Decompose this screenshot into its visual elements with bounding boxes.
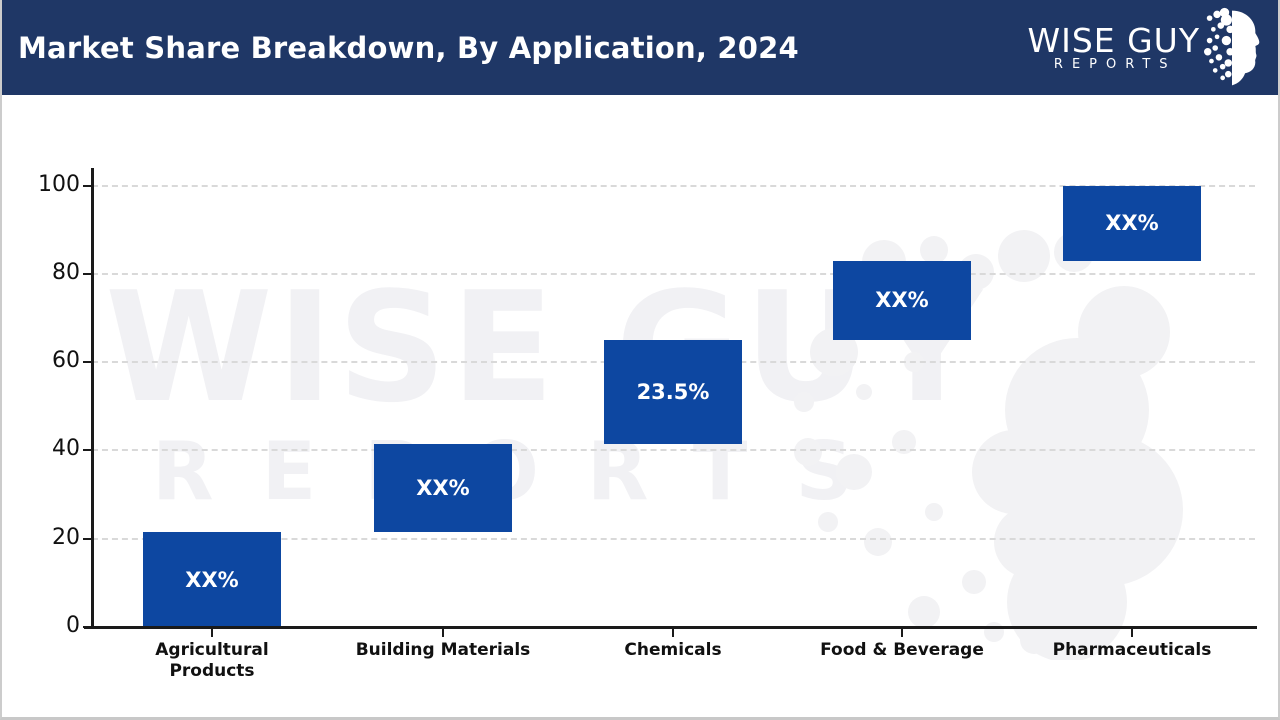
- bar-value-label: XX%: [1105, 211, 1159, 236]
- gridline: [92, 184, 1255, 187]
- gridline: [92, 272, 1255, 275]
- bar: XX%: [1063, 185, 1201, 261]
- y-tick: [83, 184, 92, 187]
- gridline: [92, 449, 1255, 452]
- x-tick: [901, 628, 903, 637]
- bar: XX%: [143, 532, 281, 627]
- y-tick-label: 80: [52, 259, 80, 285]
- bar: XX%: [833, 260, 971, 341]
- bar: 23.5%: [604, 340, 742, 444]
- bar-value-label: XX%: [185, 567, 239, 592]
- bar-value-label: XX%: [416, 475, 470, 500]
- category-label: Pharmaceuticals: [1052, 640, 1212, 660]
- category-label: Building Materials: [355, 640, 531, 660]
- y-tick-label: 20: [52, 524, 80, 550]
- category-label: Chemicals: [624, 640, 722, 660]
- gridline: [92, 537, 1255, 540]
- x-tick: [672, 628, 674, 637]
- page-title: Market Share Breakdown, By Application, …: [18, 30, 799, 65]
- y-tick-label: 100: [38, 171, 80, 197]
- x-tick: [442, 628, 444, 637]
- y-tick-label: 0: [66, 613, 80, 638]
- category-label: Agricultural Products: [155, 640, 269, 682]
- bar: XX%: [374, 443, 512, 533]
- y-tick-label: 60: [52, 348, 80, 374]
- y-tick: [83, 449, 92, 452]
- x-tick: [211, 628, 213, 637]
- brand-subtitle: REPORTS: [1053, 57, 1177, 72]
- y-tick: [83, 537, 92, 540]
- brand-logo: WISE GUY REPORTS: [1027, 7, 1260, 89]
- bar-value-label: 23.5%: [636, 379, 710, 404]
- y-tick: [83, 272, 92, 275]
- bar-value-label: XX%: [875, 288, 929, 313]
- header-bar: Market Share Breakdown, By Application, …: [2, 0, 1278, 95]
- brand-face-icon: [1204, 7, 1260, 85]
- brand-name: WISE GUY: [1027, 21, 1200, 60]
- brand-logo-text: WISE GUY REPORTS: [1027, 24, 1200, 71]
- y-tick: [83, 361, 92, 364]
- y-tick-label: 40: [52, 436, 80, 462]
- x-axis-spine: [84, 626, 1257, 629]
- x-tick: [1131, 628, 1133, 637]
- category-label: Food & Beverage: [820, 640, 984, 660]
- y-axis-spine: [91, 168, 94, 629]
